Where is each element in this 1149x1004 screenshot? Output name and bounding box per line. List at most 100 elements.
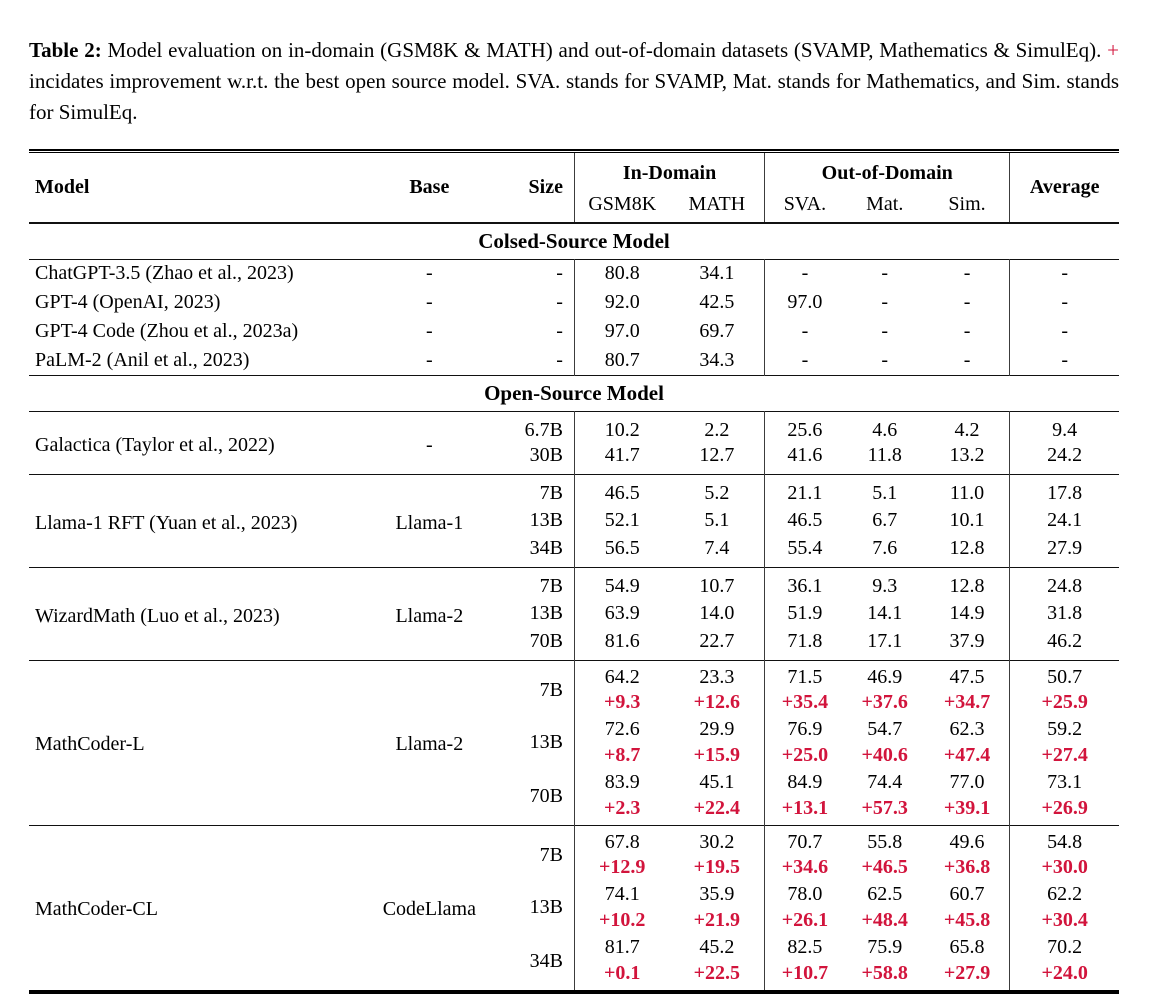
average-value: 24.1 [1047, 509, 1083, 532]
math-value: 5.1 [669, 505, 766, 536]
sim-value: - [924, 346, 1011, 376]
mat-value: - [881, 291, 889, 314]
sva-improvement: +25.0 [781, 744, 829, 767]
table-row: 30B 41.7 12.7 41.6 11.8 13.2 24.2 [29, 442, 1119, 475]
sim-improvement: +36.8 [924, 854, 1011, 882]
model-name: WizardMath (Luo et al., 2023) [35, 605, 280, 628]
sva-value: 41.6 [787, 443, 823, 466]
average-value: 73.1 [1047, 770, 1083, 793]
mat-value: - [881, 262, 889, 285]
sva-value: 55.4 [787, 536, 823, 559]
math-value: 35.9 [669, 881, 766, 908]
size-cell: - [489, 346, 575, 376]
math-value: 10.7 [669, 567, 766, 599]
gsm8k-improvement: +2.3 [604, 796, 641, 819]
size-cell: 7B [489, 474, 575, 506]
average-improvement: +24.0 [1041, 961, 1088, 984]
gsm8k-improvement: +0.1 [604, 961, 641, 984]
model-name: Galactica (Taylor et al., 2022) [35, 434, 275, 457]
gsm8k-value: 83.9 [604, 770, 640, 793]
results-table: Model Base Size In-Domain Out-of-Domain … [29, 153, 1119, 990]
gsm8k-value: 74.1 [604, 882, 640, 905]
gsm8k-improvement: +9.3 [604, 691, 641, 714]
sim-improvement: +39.1 [924, 795, 1011, 826]
gsm8k-improvement: +8.7 [604, 744, 641, 767]
closed-source-rows: ChatGPT-3.5 (Zhao et al., 2023) - - 80.8… [29, 259, 1119, 376]
math-improvement: +15.9 [669, 742, 766, 770]
math-value: 45.1 [669, 769, 766, 796]
header-row-datasets: GSM8K MATH SVA. Mat. Sim. [29, 186, 1119, 224]
table-row: Galactica (Taylor et al., 2022) - 6.7B 1… [29, 411, 1119, 456]
average-value: 31.8 [1047, 602, 1083, 625]
header-sim: Sim. [924, 186, 1011, 224]
size-cell: - [489, 288, 575, 318]
header-size: Size [489, 153, 575, 224]
gsm8k-value: 54.9 [604, 574, 640, 597]
gsm8k-value: 81.6 [604, 629, 640, 652]
gsm8k-value: 80.7 [604, 348, 640, 371]
sim-value: 77.0 [924, 769, 1011, 796]
average-value: - [1061, 291, 1068, 314]
sva-value: - [801, 262, 809, 285]
base-cell: Llama-2 [395, 605, 464, 628]
sim-improvement: +27.9 [924, 960, 1011, 990]
sim-value: 47.5 [924, 660, 1011, 690]
header-sva: SVA. [783, 192, 827, 215]
mat-value: 55.8 [867, 830, 903, 853]
mat-improvement: +58.8 [861, 961, 908, 984]
mat-improvement: +46.5 [861, 856, 908, 879]
base-cell: - [426, 262, 433, 285]
mat-value: 6.7 [872, 509, 898, 532]
gsm8k-value: 56.5 [604, 536, 640, 559]
sva-improvement: +26.1 [781, 909, 829, 932]
header-base: Base [409, 176, 450, 199]
table-row: PaLM-2 (Anil et al., 2023) - - 80.7 34.3… [29, 346, 1119, 376]
gsm8k-value: 72.6 [604, 717, 640, 740]
math-value: 22.7 [669, 628, 766, 661]
average-value: 59.2 [1047, 717, 1083, 740]
sim-value: 12.8 [924, 535, 1011, 568]
mat-value: 5.1 [872, 481, 898, 504]
math-improvement: +12.6 [669, 689, 766, 717]
average-value: - [1061, 348, 1068, 371]
sva-improvement: +34.6 [781, 856, 829, 879]
math-value: 69.7 [669, 317, 766, 347]
caption-text-2: incidates improvement w.r.t. the best op… [29, 69, 1119, 125]
size-cell: 34B [489, 934, 575, 990]
mat-value: 17.1 [867, 629, 903, 652]
mat-value: 9.3 [872, 574, 898, 597]
sim-value: 49.6 [924, 825, 1011, 855]
average-improvement: +25.9 [1041, 691, 1088, 714]
size-cell: 7B [489, 660, 575, 717]
sva-value: 76.9 [787, 717, 823, 740]
header-mat: Mat. [866, 192, 904, 215]
math-improvement: +22.5 [669, 960, 766, 990]
math-improvement: +19.5 [669, 854, 766, 882]
gsm8k-value: 41.7 [604, 443, 640, 466]
header-in-domain: In-Domain [574, 153, 766, 187]
average-improvement: +26.9 [1041, 796, 1088, 819]
header-model: Model [35, 176, 90, 199]
average-improvement: +27.4 [1041, 744, 1088, 767]
size-cell: - [489, 259, 575, 289]
model-name: MathCoder-CL [35, 898, 158, 921]
math-value: 29.9 [669, 716, 766, 743]
average-value: - [1061, 320, 1068, 343]
model-name: PaLM-2 (Anil et al., 2023) [35, 348, 250, 371]
math-value: 7.4 [669, 535, 766, 568]
gsm8k-value: 80.8 [604, 262, 640, 285]
improvement-row: +0.1 +22.5 +10.7 +58.8 +27.9 +24.0 [29, 960, 1119, 990]
table-row: 70B 83.9 45.1 84.9 74.4 77.0 73.1 [29, 769, 1119, 826]
gsm8k-value: 10.2 [604, 418, 640, 441]
average-improvement: +30.4 [1041, 909, 1088, 932]
mat-improvement: +48.4 [861, 909, 908, 932]
average-value: 54.8 [1047, 830, 1083, 853]
math-value: 5.2 [669, 474, 766, 506]
sim-value: 4.2 [924, 411, 1011, 443]
gsm8k-improvement: +12.9 [599, 856, 646, 879]
size-cell: 6.7B [489, 411, 575, 443]
sim-value: 65.8 [924, 934, 1011, 961]
sva-value: 46.5 [787, 509, 823, 532]
average-value: - [1061, 262, 1068, 285]
math-value: 23.3 [669, 660, 766, 690]
